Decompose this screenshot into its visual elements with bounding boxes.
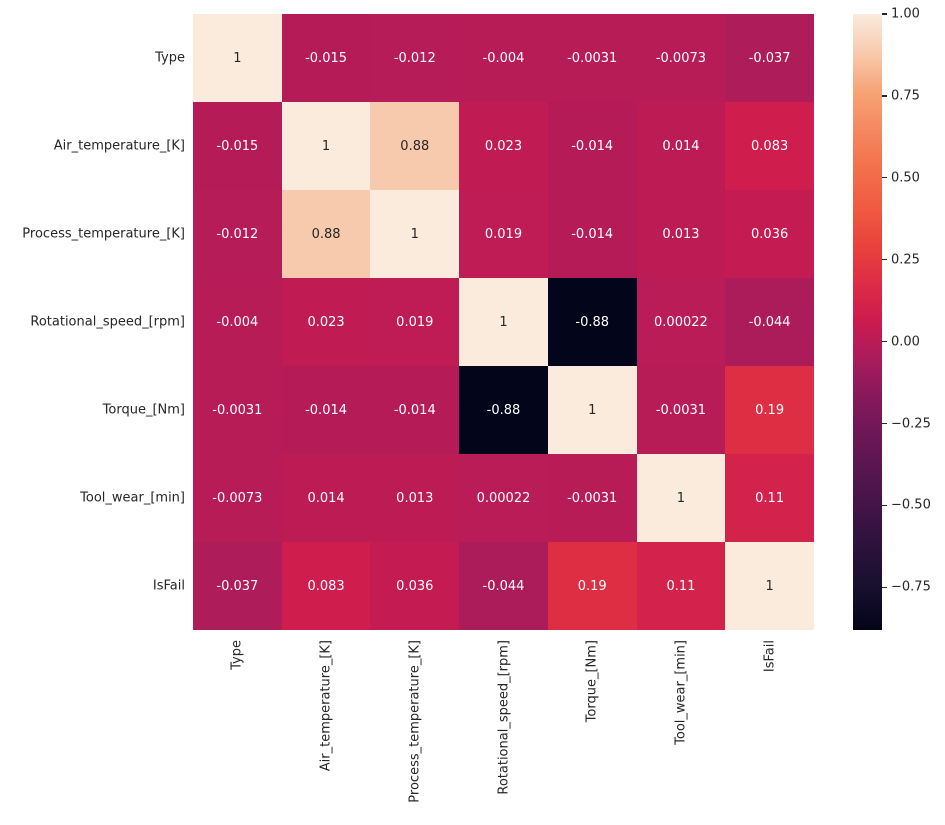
heatmap-cell: 0.013 (370, 454, 460, 542)
x-tick-label: IsFail (762, 640, 778, 673)
heatmap-cell: 1 (725, 542, 814, 630)
y-tick-label: Tool_wear_[min] (80, 490, 185, 506)
heatmap-cell: -0.004 (459, 14, 548, 102)
heatmap-cell: 0.019 (370, 278, 460, 366)
heatmap-cell: -0.014 (547, 190, 637, 278)
colorbar-gradient (853, 14, 882, 630)
x-tick-label: Type (229, 640, 245, 670)
colorbar-tick-label: 1.00 (891, 6, 920, 22)
heatmap-cell: 0.88 (370, 102, 460, 190)
heatmap-cell: 1 (459, 278, 548, 366)
heatmap-cell: 0.019 (459, 190, 548, 278)
heatmap-cell: -0.014 (281, 366, 371, 454)
colorbar-tick-label: 0.25 (891, 252, 920, 268)
heatmap-cell: 0.11 (636, 542, 726, 630)
heatmap-cell: 1 (193, 14, 282, 102)
heatmap-cell: -0.044 (725, 278, 814, 366)
y-tick-label: Type (155, 50, 185, 66)
colorbar-tick-mark (882, 13, 887, 15)
heatmap-cell: -0.012 (193, 190, 282, 278)
heatmap-cell: -0.014 (547, 102, 637, 190)
heatmap-cell: -0.044 (459, 542, 548, 630)
heatmap-cell: 0.023 (459, 102, 548, 190)
heatmap-cell: 0.083 (725, 102, 814, 190)
heatmap-cell: 0.00022 (636, 278, 726, 366)
colorbar-tick-mark (882, 95, 887, 97)
heatmap-cell: 0.88 (281, 190, 371, 278)
colorbar-tick-label: −0.25 (891, 416, 931, 432)
heatmap-cell: -0.015 (281, 14, 371, 102)
colorbar-tick-mark (882, 422, 887, 425)
colorbar-tick-mark (882, 259, 887, 261)
heatmap-cell: -0.0073 (193, 454, 282, 542)
heatmap-cell: -0.015 (193, 102, 282, 190)
heatmap-cell: 1 (370, 190, 460, 278)
colorbar-tick-mark (882, 504, 887, 507)
heatmap-cell: -0.88 (547, 278, 637, 366)
heatmap-cell: 0.014 (281, 454, 371, 542)
x-tick-label: Torque_[Nm] (584, 640, 600, 723)
x-tick-label: Tool_wear_[min] (673, 640, 689, 745)
y-tick-label: IsFail (152, 578, 185, 594)
colorbar-tick-label: 0.00 (891, 334, 920, 350)
heatmap-cell: 0.19 (725, 366, 814, 454)
colorbar-tick-mark (882, 177, 887, 179)
colorbar-tick-label: 0.75 (891, 88, 920, 104)
heatmap-cell: 1 (547, 366, 637, 454)
heatmap-cell: 0.036 (370, 542, 460, 630)
y-tick-label: Process_temperature_[K] (22, 226, 185, 242)
heatmap-cell: 0.00022 (459, 454, 548, 542)
heatmap-cell: 1 (636, 454, 726, 542)
heatmap-cell: -0.014 (370, 366, 460, 454)
heatmap-cell: -0.0031 (636, 366, 726, 454)
x-tick-label: Process_temperature_[K] (407, 640, 423, 803)
heatmap-cell: -0.0031 (547, 454, 637, 542)
heatmap-cell: 0.11 (725, 454, 814, 542)
colorbar-tick-label: −0.50 (891, 497, 931, 513)
heatmap-cell: 0.014 (636, 102, 726, 190)
colorbar-tick-mark (882, 341, 887, 343)
heatmap-cell: 0.023 (281, 278, 371, 366)
x-tick-label: Air_temperature_[K] (318, 640, 334, 772)
heatmap-cell: 0.083 (281, 542, 371, 630)
heatmap-cell: -0.88 (459, 366, 548, 454)
heatmap-cell: 0.19 (547, 542, 637, 630)
heatmap-cell: -0.004 (193, 278, 282, 366)
colorbar-tick-mark (882, 586, 887, 589)
heatmap-cell: 0.036 (725, 190, 814, 278)
heatmap-cell: -0.037 (193, 542, 282, 630)
y-tick-label: Torque_[Nm] (102, 402, 185, 418)
heatmap-cell: -0.0031 (547, 14, 637, 102)
heatmap-cell: 1 (281, 102, 371, 190)
heatmap-grid: 1 -0.015 -0.012 -0.004 -0.0031 -0.0073 -0.037-… (193, 14, 814, 630)
colorbar-tick-label: −0.75 (891, 579, 931, 595)
y-tick-label: Air_temperature_[K] (53, 138, 185, 154)
x-tick-label: Rotational_speed_[rpm] (496, 640, 511, 795)
colorbar-tick-label: 0.50 (891, 170, 920, 186)
heatmap-cell: 0.013 (636, 190, 726, 278)
heatmap-cell: -0.0031 (193, 366, 282, 454)
heatmap-cell: -0.037 (725, 14, 814, 102)
y-tick-label: Rotational_speed_[rpm] (30, 314, 185, 330)
heatmap-cell: -0.012 (370, 14, 460, 102)
heatmap-cell: -0.0073 (636, 14, 726, 102)
